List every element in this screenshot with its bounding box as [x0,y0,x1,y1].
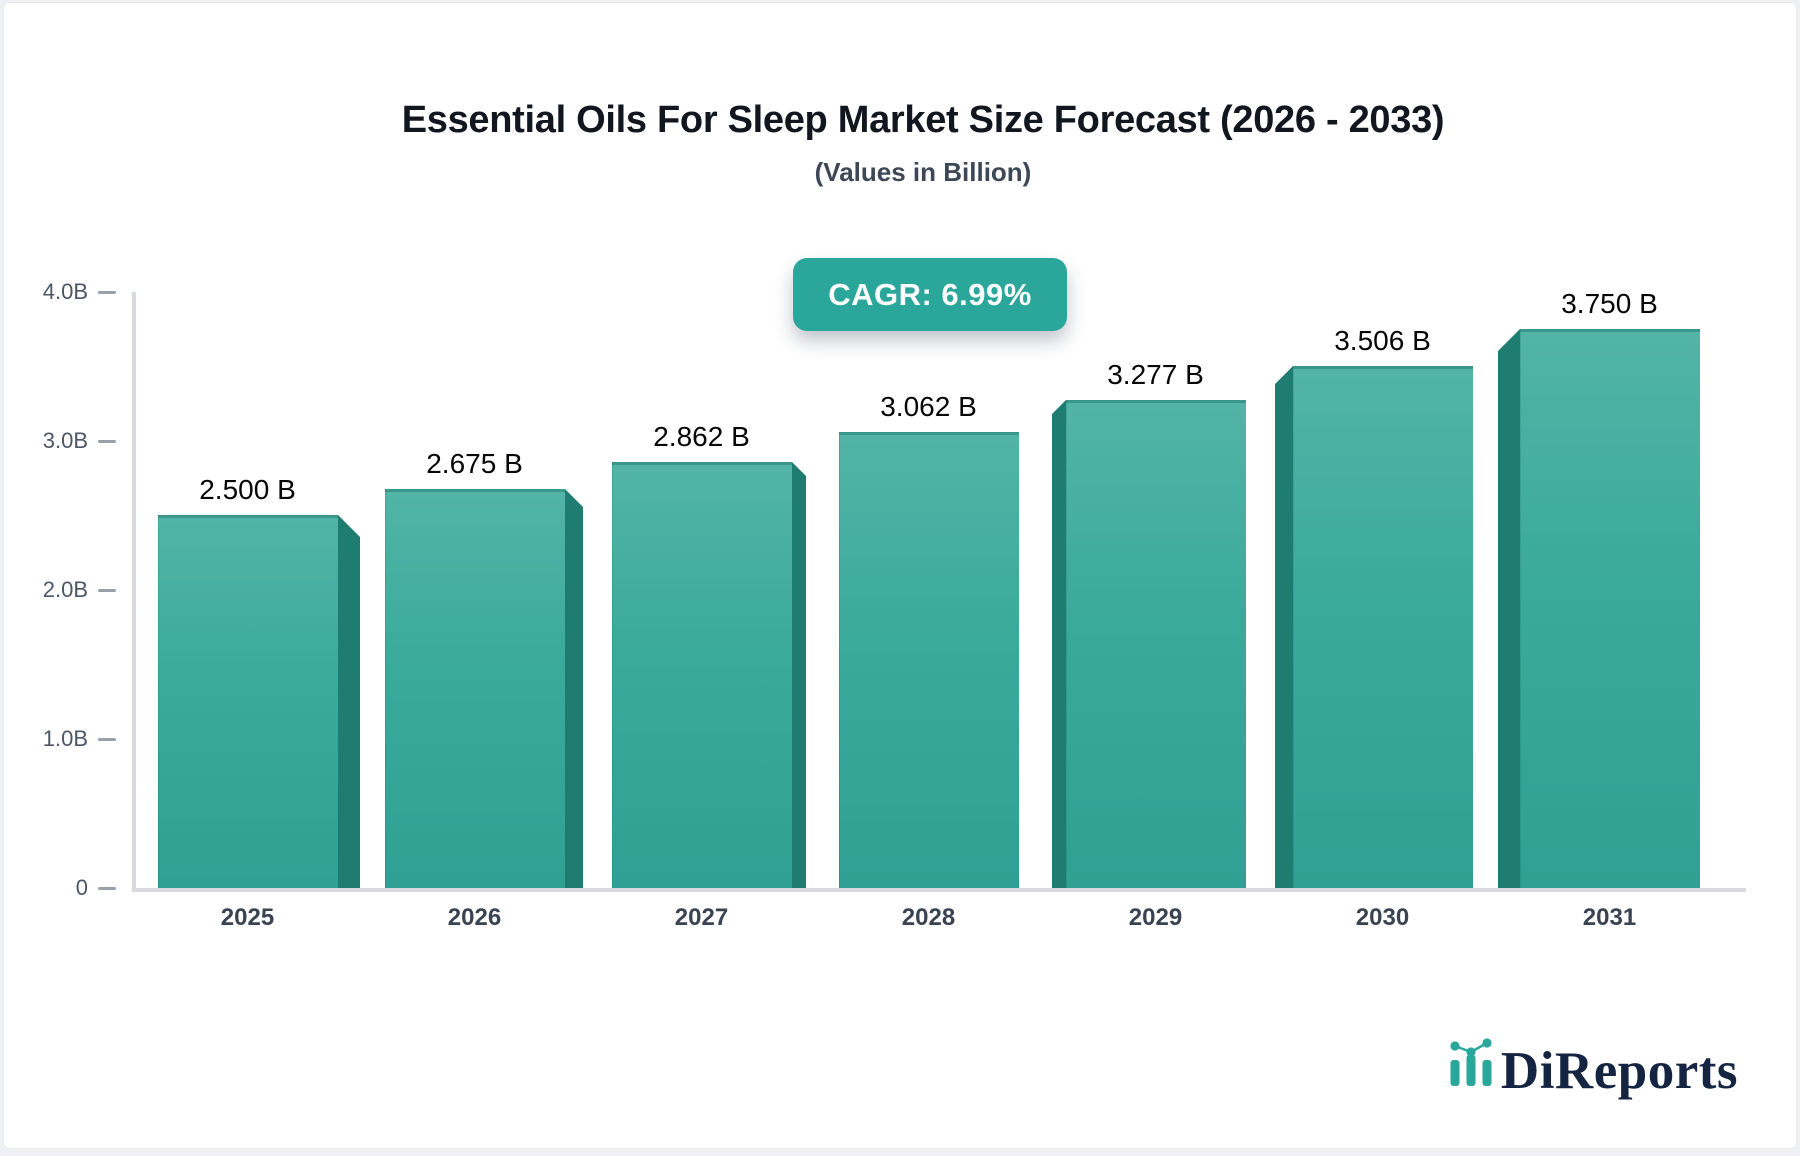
x-tick-label: 2031 [1582,904,1637,931]
bar-value-label: 2.675 B [426,448,523,479]
y-tick-mark [98,589,116,592]
bar-side-face [1052,400,1066,888]
brand-logo-text: DiReports [1500,1042,1738,1100]
bar-side-face [565,489,583,888]
bar-side-face [792,462,806,888]
y-tick-label: 1.0B [42,726,88,751]
bar-front [1293,366,1473,888]
bar-front [839,432,1019,888]
y-tick-mark [98,291,116,294]
bar-side-face [338,515,360,888]
chart-header: Essential Oils For Sleep Market Size For… [27,97,1800,187]
cagr-badge-label: CAGR: 6.99% [828,276,1032,312]
bar-value-label: 2.862 B [653,421,750,452]
cagr-badge: CAGR: 6.99% [793,258,1067,331]
bar-value-label: 3.277 B [1107,359,1204,390]
bar-value-label: 3.750 B [1561,288,1658,319]
x-tick-label: 2030 [1355,904,1410,931]
bar-side-face [1275,366,1293,888]
chart-title: Essential Oils For Sleep Market Size For… [401,99,1445,141]
bar-front [1520,329,1700,888]
bar-value-label: 2.500 B [199,474,296,505]
x-tick-label: 2027 [674,904,729,931]
bar-front [1066,400,1246,888]
y-tick-label: 2.0B [42,577,88,602]
y-tick-mark [98,887,116,890]
bar-front [158,515,338,888]
bar-value-label: 3.506 B [1334,325,1431,356]
x-tick-label: 2026 [447,904,502,931]
y-tick-mark [98,440,116,443]
bar-value-label: 3.062 B [880,391,977,422]
y-tick-label: 3.0B [42,428,88,453]
x-axis-baseline [132,888,1746,892]
bar-front [612,462,792,888]
y-tick-label: 0 [75,875,88,900]
x-tick-label: 2025 [220,904,275,931]
y-tick-label: 4.0B [42,279,88,304]
bar-chart-logo-icon [1450,1038,1492,1086]
bar-front [385,489,565,888]
brand-logo: DiReports [1448,1035,1738,1098]
bar-side-face [1498,329,1520,888]
y-axis-line [132,292,136,892]
chart-card: Essential Oils For Sleep Market Size For… [3,2,1797,1149]
x-tick-label: 2029 [1128,904,1183,931]
chart-subtitle: (Values in Billion) [814,157,1032,187]
x-tick-label: 2028 [901,904,956,931]
y-tick-mark [98,738,116,741]
